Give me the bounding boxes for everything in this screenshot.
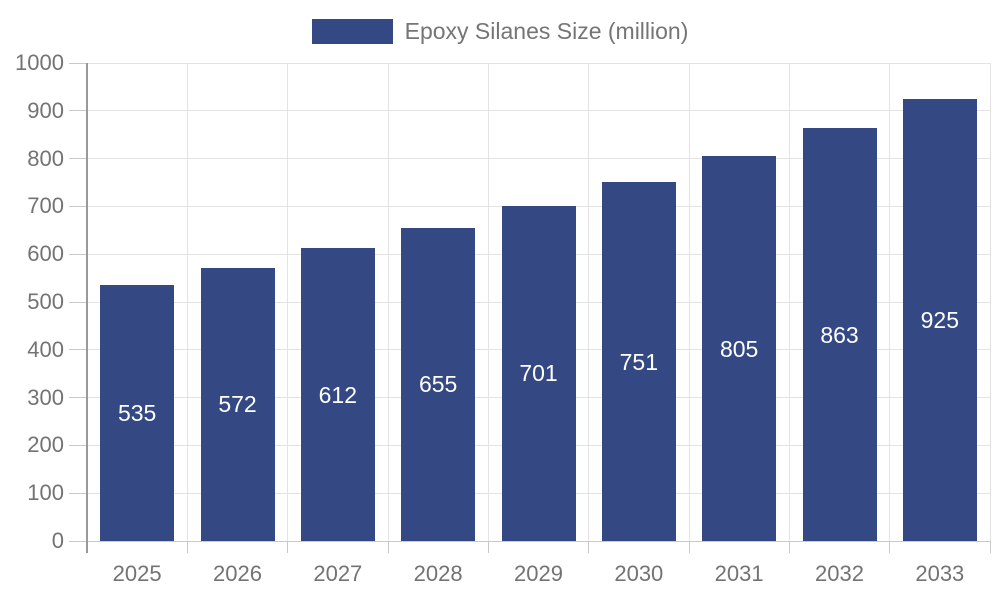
bar-value-label: 701	[519, 360, 558, 387]
y-axis-tick	[69, 253, 87, 255]
bar[interactable]	[802, 128, 877, 541]
y-tick-label: 400	[27, 336, 64, 362]
x-tick-label: 2025	[112, 561, 162, 586]
x-axis-line	[87, 540, 990, 542]
y-axis-line	[86, 63, 88, 553]
bar[interactable]	[100, 285, 175, 541]
legend-label: Epoxy Silanes Size (million)	[404, 18, 689, 44]
bar[interactable]	[501, 205, 576, 541]
x-tick-label: 2027	[313, 561, 363, 586]
y-axis-tick	[69, 349, 87, 351]
x-tick-label: 2033	[915, 561, 965, 586]
bar-value-label: 535	[117, 400, 157, 427]
y-axis-tick	[69, 205, 87, 207]
x-tick-label: 2029	[514, 561, 563, 586]
bar[interactable]	[401, 227, 476, 541]
x-axis-tick	[889, 541, 891, 553]
y-tick-label: 900	[27, 97, 64, 123]
y-axis-tick	[69, 110, 87, 112]
y-axis-tick	[69, 301, 87, 303]
y-axis-tick	[69, 397, 87, 399]
x-axis-tick	[588, 541, 590, 553]
bar-value-label: 612	[318, 381, 358, 408]
y-tick-label: 0	[51, 528, 64, 553]
bar-value-label: 572	[218, 391, 257, 418]
x-tick-label: 2028	[413, 561, 463, 586]
x-tick-label: 2032	[815, 561, 864, 586]
x-axis-tick	[287, 541, 289, 553]
y-tick-label: 600	[27, 241, 64, 267]
x-tick-label: 2026	[213, 561, 262, 586]
gridline-horizontal	[87, 110, 990, 112]
x-axis-tick	[387, 541, 389, 553]
bar[interactable]	[902, 98, 977, 541]
gridline-vertical	[487, 63, 489, 541]
gridline-vertical	[688, 63, 690, 541]
gridline-vertical	[588, 63, 590, 541]
y-axis-tick	[69, 540, 87, 542]
y-tick-label: 700	[27, 193, 64, 219]
y-tick-label: 800	[27, 145, 64, 171]
bar[interactable]	[200, 267, 275, 541]
bar-value-label: 863	[820, 321, 859, 348]
gridline-horizontal	[87, 62, 990, 64]
y-tick-label: 500	[27, 289, 64, 314]
gridline-vertical	[989, 63, 991, 541]
x-axis-tick	[186, 541, 188, 553]
legend-swatch	[311, 19, 393, 44]
legend-item[interactable]: Epoxy Silanes Size (million)	[311, 18, 689, 44]
bar-value-label: 751	[619, 348, 659, 375]
x-axis-tick	[688, 541, 690, 553]
bar[interactable]	[300, 248, 375, 541]
gridline-vertical	[889, 63, 891, 541]
gridline-vertical	[788, 63, 790, 541]
y-axis-tick	[69, 492, 87, 494]
gridline-vertical	[186, 63, 188, 541]
x-axis-tick	[989, 541, 991, 553]
bar-value-label: 805	[719, 335, 759, 362]
x-tick-label: 2031	[714, 561, 764, 586]
bar[interactable]	[601, 182, 676, 541]
y-axis-tick	[69, 158, 87, 160]
y-tick-label: 100	[27, 480, 64, 506]
bar-value-label: 655	[418, 371, 458, 398]
y-tick-label: 200	[27, 432, 64, 458]
y-axis-tick	[69, 62, 87, 64]
bar-value-label: 925	[920, 306, 960, 333]
bar[interactable]	[702, 156, 777, 541]
y-axis-tick	[69, 444, 87, 446]
x-axis-tick	[788, 541, 790, 553]
x-tick-label: 2030	[614, 561, 664, 586]
gridline-vertical	[287, 63, 289, 541]
gridline-vertical	[387, 63, 389, 541]
gridline-horizontal	[87, 158, 990, 160]
y-tick-label: 1000	[15, 50, 64, 75]
legend: Epoxy Silanes Size (million)	[0, 19, 1000, 44]
x-axis-tick	[487, 541, 489, 553]
y-tick-label: 300	[27, 384, 64, 410]
